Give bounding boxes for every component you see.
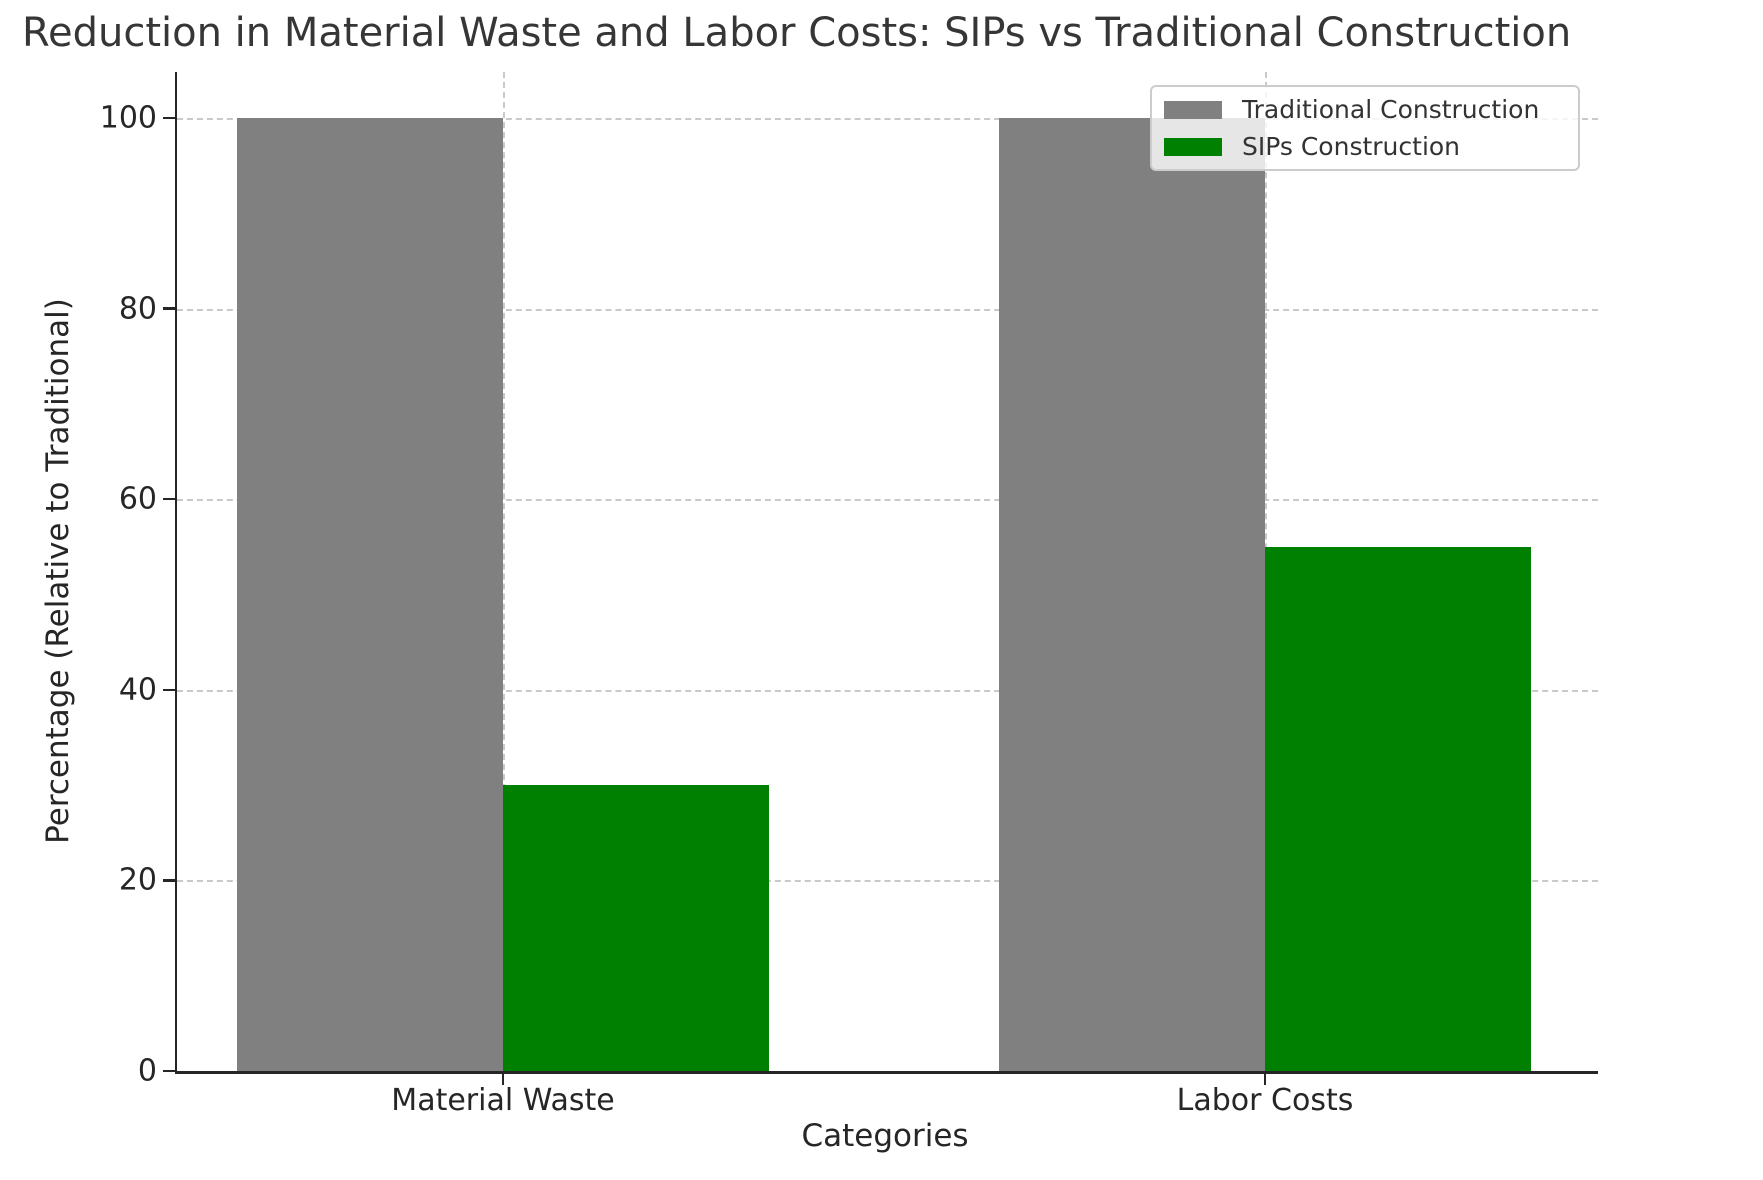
x-tick-labor-costs (1263, 1073, 1267, 1085)
y-tick-100 (163, 116, 175, 120)
y-tick-label-80: 80 (118, 291, 157, 327)
legend-item-traditional: Traditional Construction (1164, 95, 1566, 124)
x-axis-label: Categories (801, 1118, 969, 1154)
y-gridline-20 (177, 880, 1598, 883)
chart-title: Reduction in Material Waste and Labor Co… (22, 10, 1572, 56)
y-tick-40 (163, 688, 175, 692)
bar-sips-construction-labor-costs (1265, 546, 1531, 1071)
y-tick-label-40: 40 (118, 672, 157, 708)
legend: Traditional Construction SIPs Constructi… (1150, 85, 1580, 171)
y-gridline-80 (177, 308, 1598, 311)
y-tick-label-20: 20 (118, 862, 157, 898)
y-tick-label-0: 0 (137, 1053, 157, 1089)
legend-label-sips: SIPs Construction (1242, 132, 1461, 161)
legend-item-sips: SIPs Construction (1164, 132, 1566, 161)
legend-label-traditional: Traditional Construction (1242, 95, 1540, 124)
y-tick-label-60: 60 (118, 481, 157, 517)
y-tick-label-100: 100 (99, 100, 157, 136)
bar-sips-construction-material-waste (503, 785, 769, 1071)
y-axis-label: Percentage (Relative to Traditional) (40, 298, 76, 844)
y-tick-20 (163, 879, 175, 882)
bar-traditional-construction-material-waste (237, 118, 503, 1071)
y-tick-0 (163, 1069, 175, 1073)
x-tick-label-material-waste: Material Waste (391, 1083, 615, 1118)
legend-swatch-traditional (1164, 100, 1222, 119)
y-gridline-60 (177, 499, 1598, 502)
y-gridline-40 (177, 689, 1598, 692)
x-tick-material-waste (501, 1073, 505, 1085)
y-tick-80 (163, 307, 175, 310)
x-tick-label-labor-costs: Labor Costs (1176, 1083, 1354, 1118)
y-gridline-100 (177, 118, 1598, 120)
y-tick-60 (163, 497, 175, 501)
x-gridline-material-waste (503, 72, 505, 1071)
bar-traditional-construction-labor-costs (999, 118, 1265, 1071)
legend-swatch-sips (1164, 137, 1222, 156)
plot-area: 0 20 40 60 80 100 Material Waste Labor Costs (100, 72, 1598, 1118)
